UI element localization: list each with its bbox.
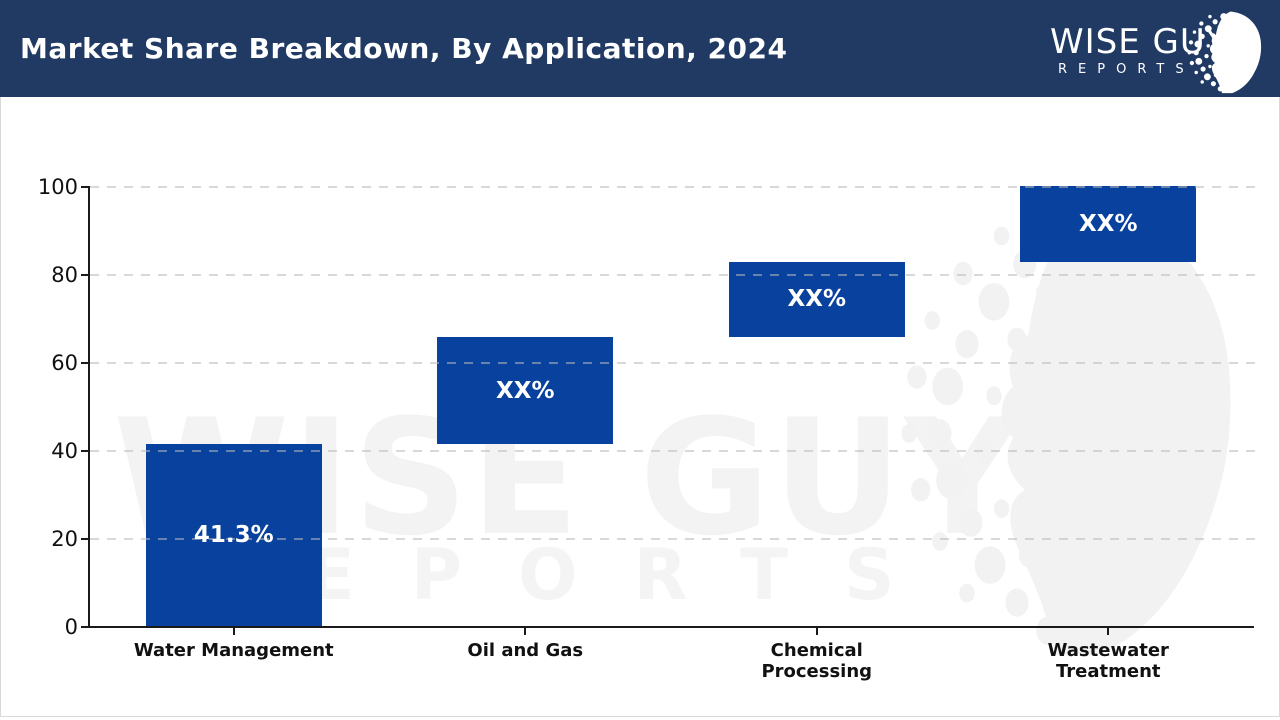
y-tick-mark bbox=[81, 186, 88, 188]
gridline bbox=[90, 450, 1256, 452]
bar-3 bbox=[1020, 186, 1197, 262]
gridline bbox=[90, 186, 1256, 188]
x-tick-mark bbox=[815, 628, 818, 635]
x-tick-mark bbox=[524, 628, 527, 635]
gridline bbox=[90, 362, 1256, 364]
bar-value-label: XX% bbox=[1078, 210, 1138, 237]
bar-value-label: XX% bbox=[787, 286, 846, 313]
y-tick-label: 0 bbox=[64, 615, 78, 639]
x-category-label: Water Management bbox=[133, 640, 334, 661]
y-tick-label: 80 bbox=[51, 263, 78, 287]
y-axis-line bbox=[88, 186, 90, 628]
y-tick-label: 40 bbox=[51, 439, 78, 463]
y-tick-mark bbox=[81, 538, 88, 540]
wiseguy-face-icon bbox=[1187, 11, 1262, 94]
y-tick-mark bbox=[81, 274, 88, 276]
bar-0 bbox=[145, 444, 322, 626]
x-category-label: Oil and Gas bbox=[467, 640, 584, 661]
x-category-label: Chemical Processing bbox=[761, 640, 873, 682]
bar-value-label: 41.3% bbox=[193, 522, 274, 549]
y-tick-label: 20 bbox=[51, 527, 78, 551]
x-category-label: Wastewater Treatment bbox=[1047, 640, 1169, 682]
x-tick-mark bbox=[1107, 628, 1110, 635]
header-band: Market Share Breakdown, By Application, … bbox=[0, 0, 1280, 97]
x-axis-line bbox=[87, 626, 1254, 628]
y-tick-mark bbox=[81, 362, 88, 364]
y-tick-label: 60 bbox=[51, 351, 78, 375]
y-tick-mark bbox=[81, 450, 88, 452]
x-tick-mark bbox=[232, 628, 235, 635]
bar-1 bbox=[437, 336, 614, 445]
y-tick-mark bbox=[81, 626, 88, 628]
gridline bbox=[90, 538, 1256, 540]
logo-subtext: REPORTS bbox=[1058, 62, 1195, 77]
gridline bbox=[90, 274, 1256, 276]
bar-value-label: XX% bbox=[495, 377, 555, 404]
chart-title: Market Share Breakdown, By Application, … bbox=[20, 32, 788, 65]
wiseguy-logo: WISE GUY REPORTS bbox=[1018, 6, 1268, 94]
chart-card: WISE GUY REPORTS 0 20 40 60 80 100 41.3% Water … bbox=[0, 97, 1280, 717]
y-tick-label: 100 bbox=[37, 175, 78, 199]
